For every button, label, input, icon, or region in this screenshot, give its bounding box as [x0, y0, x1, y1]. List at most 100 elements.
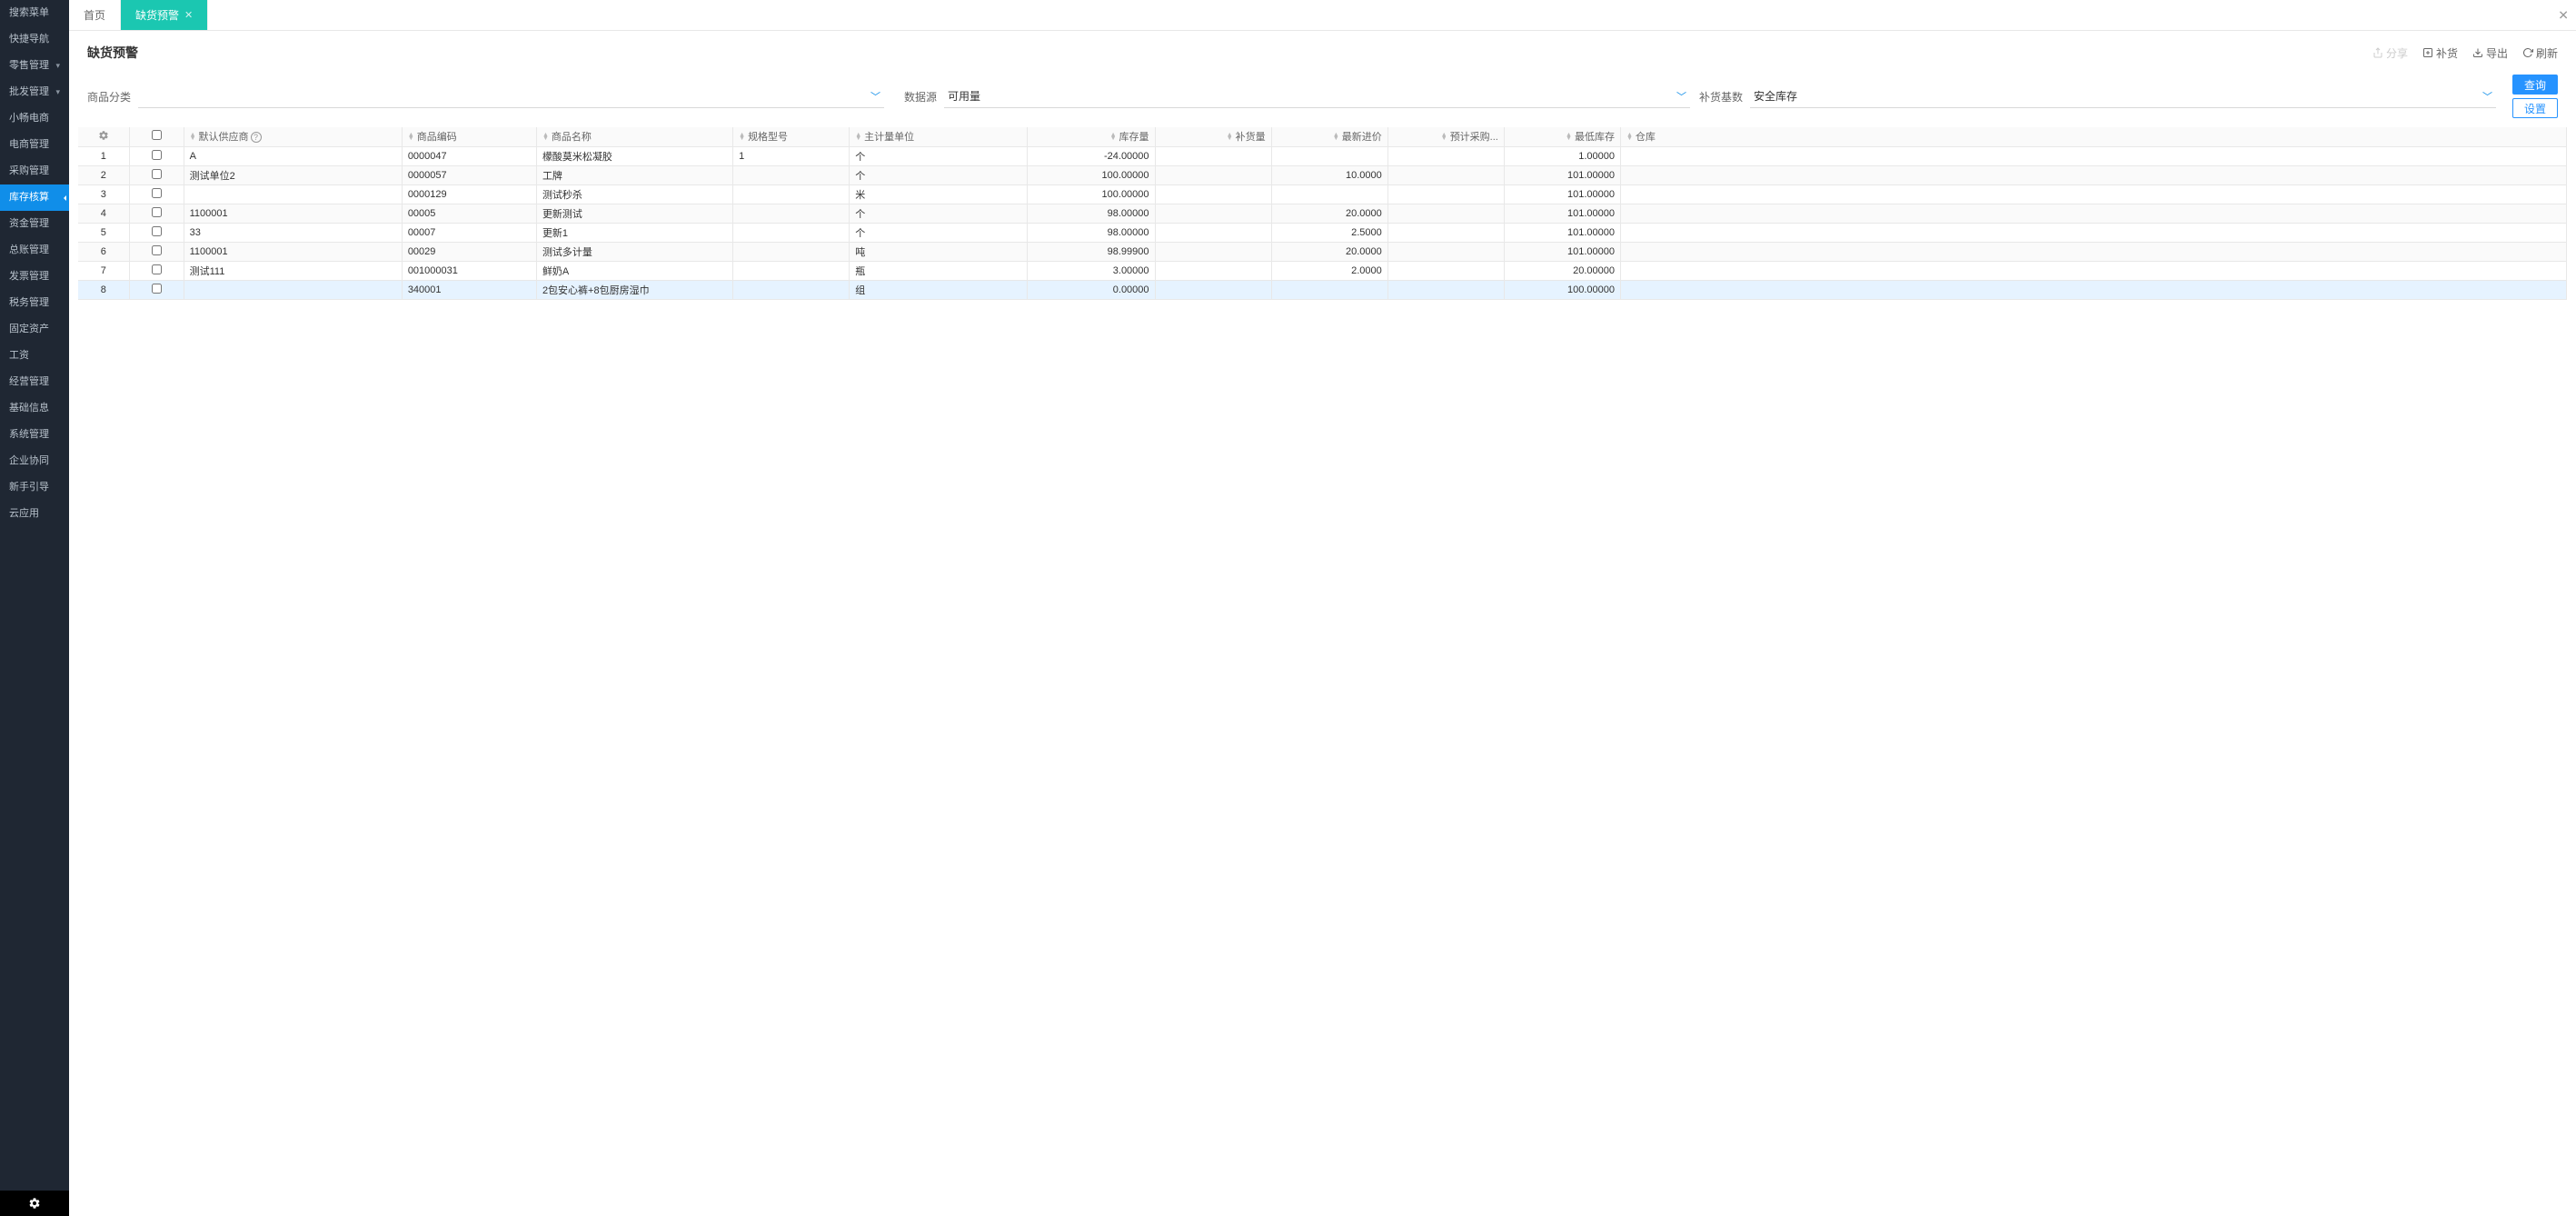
row-checkbox[interactable]: [152, 226, 162, 236]
replenish-action[interactable]: 补货: [2422, 45, 2458, 61]
sort-icon: ▲▼: [542, 134, 549, 141]
sidebar-item-4[interactable]: 小畅电商: [0, 105, 69, 132]
sidebar-item-2[interactable]: 零售管理▾: [0, 53, 69, 79]
tab-shortage-alert[interactable]: 缺货预警 ✕: [121, 0, 208, 30]
refresh-action[interactable]: 刷新: [2522, 45, 2558, 61]
sidebar-item-3[interactable]: 批发管理▾: [0, 79, 69, 105]
row-checkbox[interactable]: [152, 264, 162, 274]
sidebar-item-15[interactable]: 基础信息: [0, 395, 69, 422]
help-icon[interactable]: ?: [251, 132, 262, 143]
cell-spec: [733, 223, 850, 242]
cell-stock: 98.00000: [1028, 204, 1155, 223]
table-row[interactable]: 4110000100005更新测试个98.0000020.0000101.000…: [78, 204, 2567, 223]
filter-basis-select[interactable]: 安全库存 ﹀: [1750, 85, 2496, 108]
table-row[interactable]: 6110000100029测试多计量吨98.9990020.0000101.00…: [78, 242, 2567, 261]
sidebar-item-13[interactable]: 工资: [0, 343, 69, 369]
query-button[interactable]: 查询: [2512, 75, 2558, 95]
column-header-unit[interactable]: ▲▼主计量单位: [850, 127, 1028, 146]
column-header-stock[interactable]: ▲▼库存量: [1028, 127, 1155, 146]
column-header-est_cost[interactable]: ▲▼预计采购...: [1387, 127, 1504, 146]
row-checkbox[interactable]: [152, 284, 162, 294]
filter-category-select[interactable]: ﹀: [138, 85, 884, 108]
sort-icon: ▲▼: [190, 134, 196, 141]
replenish-icon: [2422, 47, 2433, 58]
row-index: 3: [78, 184, 129, 204]
cell-warehouse: [1620, 242, 2566, 261]
column-label: 默认供应商: [199, 132, 249, 143]
share-icon: [2372, 47, 2383, 58]
export-action[interactable]: 导出: [2472, 45, 2508, 61]
column-header-code[interactable]: ▲▼商品编码: [402, 127, 536, 146]
cell-code: 0000057: [402, 165, 536, 184]
settings-button[interactable]: 设置: [2512, 98, 2558, 118]
cell-spec: [733, 242, 850, 261]
column-header-supplier[interactable]: ▲▼默认供应商?: [184, 127, 402, 146]
filter-source-select[interactable]: 可用量 ﹀: [944, 85, 1690, 108]
cell-spec: [733, 184, 850, 204]
cell-stock: 100.00000: [1028, 184, 1155, 204]
cell-unit: 个: [850, 223, 1028, 242]
sidebar-item-6[interactable]: 采购管理: [0, 158, 69, 184]
close-icon[interactable]: ✕: [184, 9, 193, 21]
row-checkbox[interactable]: [152, 245, 162, 255]
sort-icon: ▲▼: [1227, 134, 1233, 141]
row-checkbox[interactable]: [152, 207, 162, 217]
cell-name: 鲜奶A: [536, 261, 732, 280]
cell-unit: 瓶: [850, 261, 1028, 280]
sidebar-item-label: 零售管理: [9, 53, 49, 79]
sidebar-item-10[interactable]: 发票管理: [0, 264, 69, 290]
cell-warehouse: [1620, 204, 2566, 223]
row-checkbox[interactable]: [152, 169, 162, 179]
column-settings[interactable]: [78, 127, 129, 146]
cell-warehouse: [1620, 165, 2566, 184]
column-header-name[interactable]: ▲▼商品名称: [536, 127, 732, 146]
table-row[interactable]: 2测试单位20000057工牌个100.0000010.0000101.0000…: [78, 165, 2567, 184]
table-row[interactable]: 30000129测试秒杀米100.00000101.00000: [78, 184, 2567, 204]
sidebar: 搜索菜单快捷导航零售管理▾批发管理▾小畅电商电商管理采购管理库存核算资金管理总账…: [0, 0, 69, 1216]
sidebar-item-8[interactable]: 资金管理: [0, 211, 69, 237]
tab-home[interactable]: 首页: [69, 0, 121, 30]
data-table: ▲▼默认供应商?▲▼商品编码▲▼商品名称▲▼规格型号▲▼主计量单位▲▼库存量▲▼…: [78, 127, 2567, 300]
cell-min_stock: 101.00000: [1504, 184, 1620, 204]
column-label: 规格型号: [748, 132, 788, 143]
row-checkbox[interactable]: [152, 188, 162, 198]
sidebar-item-12[interactable]: 固定资产: [0, 316, 69, 343]
sidebar-item-5[interactable]: 电商管理: [0, 132, 69, 158]
tab-home-label: 首页: [84, 7, 105, 23]
cell-name: 测试多计量: [536, 242, 732, 261]
table-row[interactable]: 83400012包安心裤+8包厨房湿巾组0.00000100.00000: [78, 280, 2567, 299]
select-all-header: [129, 127, 184, 146]
cell-supplier: [184, 184, 402, 204]
sidebar-item-label: 搜索菜单: [9, 0, 49, 26]
sidebar-item-16[interactable]: 系统管理: [0, 422, 69, 448]
sidebar-item-label: 系统管理: [9, 422, 49, 448]
sidebar-item-1[interactable]: 快捷导航: [0, 26, 69, 53]
sidebar-item-14[interactable]: 经营管理: [0, 369, 69, 395]
cell-min_stock: 100.00000: [1504, 280, 1620, 299]
sidebar-settings[interactable]: [0, 1191, 69, 1216]
table-row[interactable]: 7测试111001000031鲜奶A瓶3.000002.000020.00000: [78, 261, 2567, 280]
sidebar-item-9[interactable]: 总账管理: [0, 237, 69, 264]
sidebar-item-17[interactable]: 企业协同: [0, 448, 69, 474]
sidebar-item-11[interactable]: 税务管理: [0, 290, 69, 316]
table-row[interactable]: 1A0000047檬酸莫米松凝胶1个-24.000001.00000: [78, 146, 2567, 165]
cell-min_stock: 101.00000: [1504, 223, 1620, 242]
column-header-latest_price[interactable]: ▲▼最新进价: [1271, 127, 1387, 146]
table-row[interactable]: 53300007更新1个98.000002.5000101.00000: [78, 223, 2567, 242]
column-header-min_stock[interactable]: ▲▼最低库存: [1504, 127, 1620, 146]
close-all-tabs[interactable]: ✕: [2558, 7, 2569, 23]
sidebar-item-0[interactable]: 搜索菜单: [0, 0, 69, 26]
cell-spec: [733, 165, 850, 184]
cell-unit: 个: [850, 146, 1028, 165]
column-label: 商品编码: [417, 132, 457, 143]
sidebar-item-7[interactable]: 库存核算: [0, 184, 69, 211]
sidebar-item-19[interactable]: 云应用: [0, 501, 69, 527]
row-checkbox[interactable]: [152, 150, 162, 160]
select-all-checkbox[interactable]: [152, 130, 162, 140]
row-select-cell: [129, 280, 184, 299]
column-header-warehouse[interactable]: ▲▼仓库: [1620, 127, 2566, 146]
sidebar-item-18[interactable]: 新手引导: [0, 474, 69, 501]
cell-replenish: [1155, 223, 1271, 242]
column-header-spec[interactable]: ▲▼规格型号: [733, 127, 850, 146]
column-header-replenish[interactable]: ▲▼补货量: [1155, 127, 1271, 146]
